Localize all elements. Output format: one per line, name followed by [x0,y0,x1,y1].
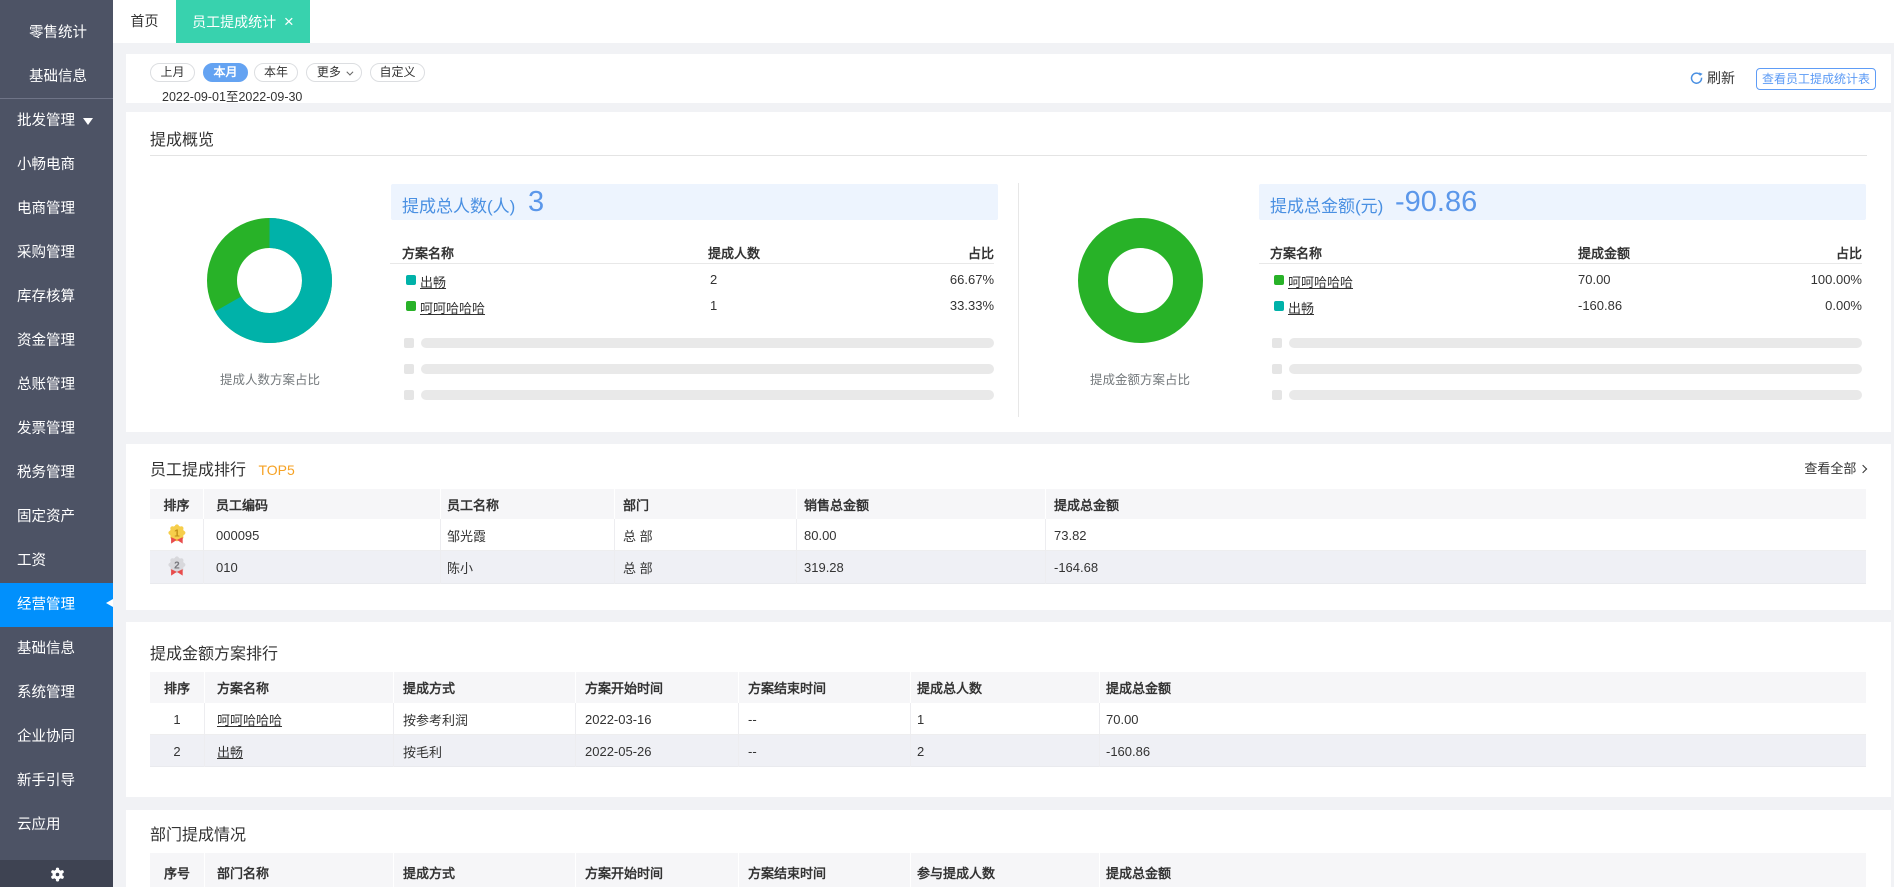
svg-text:2: 2 [174,560,180,571]
svg-text:1: 1 [174,528,180,539]
